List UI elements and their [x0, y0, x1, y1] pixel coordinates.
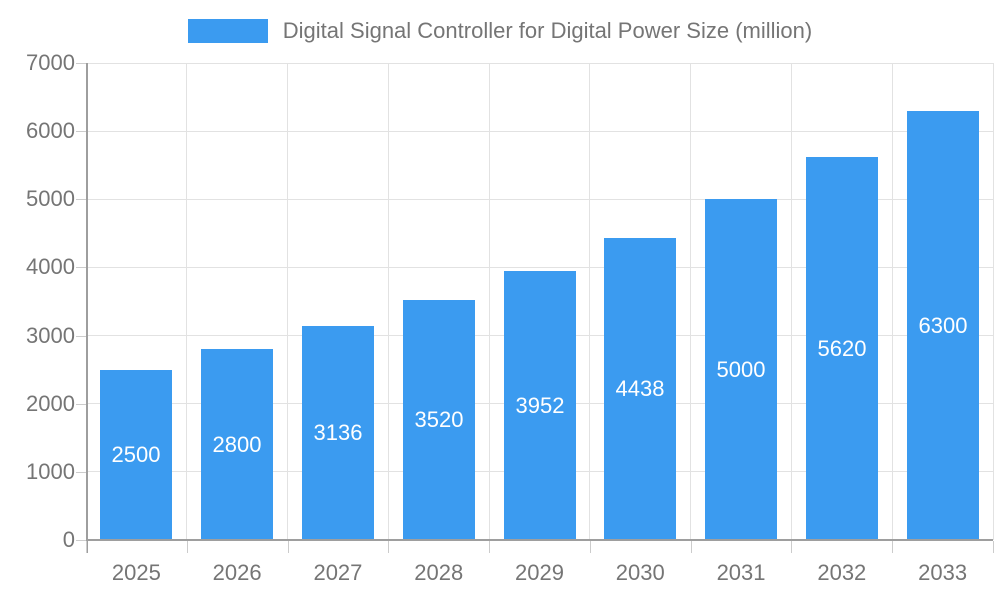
v-gridline: [186, 63, 188, 540]
y-tick: [76, 471, 86, 473]
x-tick: [892, 541, 894, 553]
bar-value-label: 5620: [817, 335, 867, 361]
y-tick: [76, 267, 86, 269]
y-axis-tick-label: 2000: [26, 390, 75, 416]
v-gridline: [992, 63, 994, 540]
legend-swatch-icon: [187, 19, 268, 43]
y-axis-tick-label: 5000: [26, 186, 75, 212]
bar-value-label: 3520: [414, 407, 464, 432]
x-tick: [589, 541, 591, 553]
bar-2029[interactable]: 3952: [504, 271, 576, 540]
y-tick: [76, 540, 86, 541]
h-gridline: [86, 130, 993, 132]
y-tick: [76, 63, 86, 64]
legend-item[interactable]: Digital Signal Controller for Digital Po…: [0, 18, 1000, 44]
x-axis-tick-label: 2028: [414, 560, 464, 585]
h-gridline: [86, 266, 993, 268]
bar-2030[interactable]: 4438: [604, 238, 676, 540]
bar-value-label: 2800: [212, 431, 262, 457]
y-axis-tick-label: 4000: [26, 254, 75, 280]
x-axis-tick-label: 2026: [212, 560, 262, 585]
h-gridline: [86, 62, 993, 64]
bar-2027[interactable]: 3136: [302, 326, 374, 540]
x-axis-tick-label: 2027: [313, 560, 363, 585]
h-gridline: [86, 198, 993, 200]
x-axis-tick-label: 2032: [817, 560, 867, 585]
bar-value-label: 5000: [716, 356, 766, 382]
y-axis-tick-label: 3000: [26, 322, 75, 348]
bar-value-label: 3136: [313, 420, 363, 445]
bar-2033[interactable]: 6300: [907, 111, 979, 540]
x-axis-line: [86, 539, 993, 541]
v-gridline: [387, 63, 389, 540]
y-axis-tick-label: 0: [62, 527, 75, 552]
y-tick: [76, 131, 86, 133]
v-gridline: [589, 63, 591, 540]
plot-area: 2500 2800 3136 3520 3952 4438 5000 5620 6300: [86, 62, 994, 540]
bar-value-label: 2500: [111, 442, 161, 467]
bar-2025[interactable]: 2500: [100, 370, 172, 540]
legend-label: Digital Signal Controller for Digital Po…: [282, 18, 813, 43]
bar-2028[interactable]: 3520: [403, 300, 475, 540]
y-axis-line: [86, 63, 88, 553]
bar-value-label: 6300: [918, 312, 968, 338]
bar-value-label: 4438: [615, 376, 665, 401]
v-gridline: [287, 63, 289, 540]
v-gridline: [690, 63, 692, 540]
x-tick: [86, 541, 87, 553]
y-axis-tick-label: 6000: [26, 118, 75, 144]
v-gridline: [891, 63, 893, 540]
bar-2032[interactable]: 5620: [806, 157, 878, 540]
bar-value-label: 3952: [515, 392, 565, 418]
y-tick: [76, 403, 86, 405]
x-axis-tick-label: 2029: [515, 560, 564, 585]
x-tick: [287, 541, 289, 553]
x-axis-tick-label: 2033: [918, 560, 968, 585]
v-gridline: [488, 63, 490, 540]
bar-2026[interactable]: 2800: [201, 349, 273, 540]
y-tick: [76, 199, 86, 201]
x-tick: [791, 541, 793, 553]
bar-2031[interactable]: 5000: [705, 199, 777, 540]
x-tick: [489, 541, 491, 553]
x-tick: [993, 541, 994, 553]
v-gridline: [790, 63, 792, 540]
y-tick: [76, 335, 86, 337]
x-axis-tick-label: 2025: [111, 560, 161, 585]
y-axis-tick-label: 7000: [26, 50, 75, 75]
x-tick: [690, 541, 692, 553]
y-axis-tick-label: 1000: [26, 458, 75, 484]
x-axis-tick-label: 2030: [615, 560, 665, 585]
x-tick: [388, 541, 390, 553]
x-axis-tick-label: 2031: [716, 560, 766, 585]
x-tick: [186, 541, 188, 553]
